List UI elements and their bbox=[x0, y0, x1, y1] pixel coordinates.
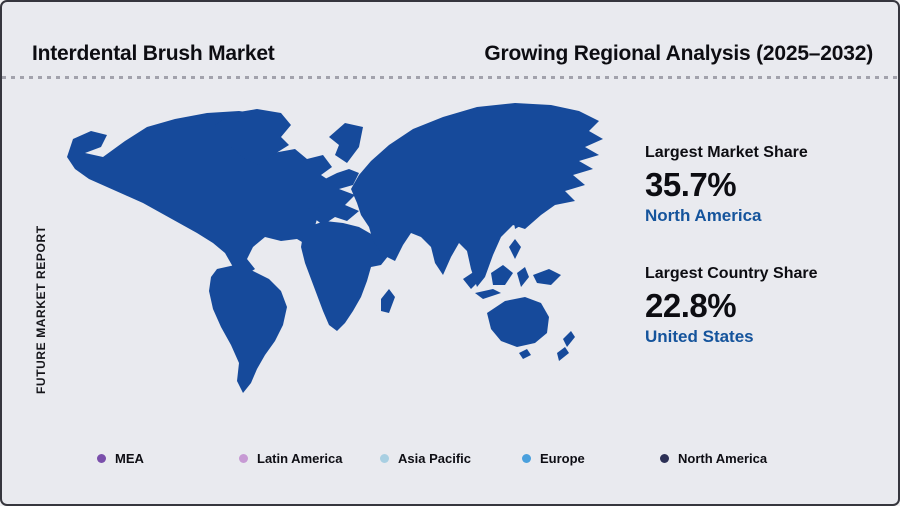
stat-label: Largest Market Share bbox=[645, 144, 808, 161]
header: Interdental Brush Market Growing Regiona… bbox=[2, 2, 898, 76]
legend-item-europe: Europe bbox=[522, 450, 585, 466]
legend-item-north-america: North America bbox=[660, 450, 767, 466]
stat-label: Largest Country Share bbox=[645, 265, 818, 282]
continent-south-america bbox=[209, 265, 287, 393]
legend-dot-mea bbox=[97, 453, 106, 463]
stat-largest-country-share: Largest Country Share 22.8% United State… bbox=[645, 265, 895, 347]
island-madagascar bbox=[381, 289, 395, 313]
continent-europe bbox=[307, 169, 359, 225]
header-subtitle: Growing Regional Analysis (2025–2032) bbox=[484, 42, 873, 65]
island-new-guinea bbox=[533, 269, 561, 285]
continent-africa bbox=[301, 221, 389, 331]
legend-label: Latin America bbox=[257, 450, 343, 466]
legend-label: North America bbox=[678, 450, 768, 466]
region-scandinavia bbox=[329, 123, 363, 163]
island-sulawesi bbox=[517, 267, 529, 287]
island-new-zealand-north bbox=[563, 331, 575, 347]
island-sumatra bbox=[463, 271, 481, 289]
stat-value: 22.8% bbox=[645, 287, 737, 324]
continent-north-america bbox=[67, 111, 333, 277]
legend-item-latin-america: Latin America bbox=[239, 450, 343, 466]
island-greenland bbox=[215, 109, 291, 165]
legend-dot-north-america bbox=[660, 453, 669, 463]
world-map bbox=[67, 97, 622, 402]
legend-item-mea: MEA bbox=[97, 450, 144, 466]
island-britain bbox=[301, 171, 317, 191]
continent-asia bbox=[351, 103, 603, 287]
legend-item-asia-pacific: Asia Pacific bbox=[380, 450, 471, 466]
island-java bbox=[475, 289, 501, 299]
stat-value: 35.7% bbox=[645, 166, 737, 203]
island-tasmania bbox=[519, 349, 531, 359]
legend-label: Asia Pacific bbox=[398, 450, 471, 466]
legend-dot-latin-america bbox=[239, 453, 248, 463]
stat-region: North America bbox=[645, 206, 762, 225]
island-new-zealand-south bbox=[557, 347, 569, 361]
stat-largest-market-share: Largest Market Share 35.7% North America bbox=[645, 144, 895, 226]
island-japan bbox=[513, 201, 531, 229]
island-iceland bbox=[289, 159, 307, 173]
continent-australia bbox=[487, 297, 549, 347]
world-map-icon bbox=[67, 103, 603, 393]
brand-vertical-label: FUTURE MARKET REPORT bbox=[34, 225, 48, 394]
island-borneo bbox=[491, 265, 513, 285]
legend-dot-europe bbox=[522, 453, 531, 463]
legend-dot-asia-pacific bbox=[380, 453, 389, 463]
legend-label: MEA bbox=[115, 450, 144, 466]
island-philippines bbox=[509, 239, 521, 259]
page-title: Interdental Brush Market bbox=[32, 42, 275, 65]
stat-region: United States bbox=[645, 327, 754, 346]
legend-label: Europe bbox=[540, 450, 585, 466]
dotted-separator bbox=[2, 76, 898, 79]
